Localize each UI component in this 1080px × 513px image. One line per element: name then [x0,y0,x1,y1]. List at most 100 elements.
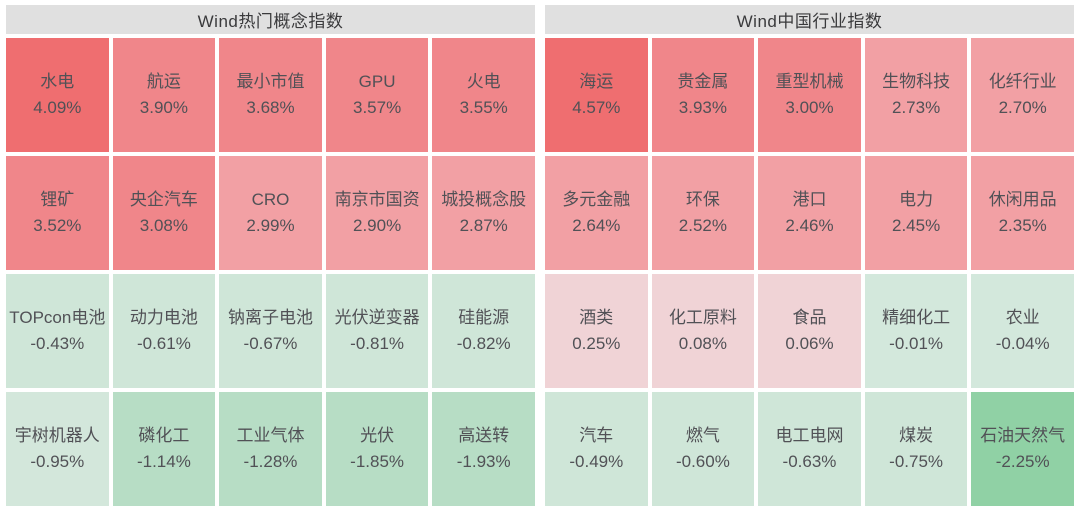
heatmap-cell[interactable]: 多元金融 2.64% [545,156,648,270]
heatmap-cell[interactable]: 光伏 -1.85% [325,392,429,506]
cell-label: 石油天然气 [980,426,1066,445]
cell-value: -1.93% [456,452,511,471]
cell-label: 宇树机器人 [14,426,100,445]
heatmap-cell[interactable]: 高送转 -1.93% [432,392,535,506]
heatmap-cell[interactable]: 重型机械 3.00% [758,38,861,152]
heatmap-cell[interactable]: 磷化工 -1.14% [112,392,216,506]
cell-value: 3.93% [678,98,727,117]
cell-label: 汽车 [579,426,614,445]
heatmap-grid-concept: 水电 4.09% 航运 3.90% 最小市值 3.68% GPU 3.57% 火电 3.55% 锂矿… [6,38,535,506]
cell-label: 光伏 [360,426,395,445]
panel-title-concept: Wind热门概念指数 [6,5,535,34]
heatmap-cell[interactable]: 贵金属 3.93% [651,38,755,152]
panel-industry-indices: Wind中国行业指数 海运 4.57% 贵金属 3.93% 重型机械 3.00% 生物科技 2… [545,5,1074,506]
cell-label: 南京市国资 [334,190,420,209]
heatmap-cell[interactable]: TOPcon电池 -0.43% [6,274,109,388]
cell-value: 2.90% [352,216,402,235]
heatmap-cell[interactable]: 动力电池 -0.61% [112,274,216,388]
heatmap-cell[interactable]: 海运 4.57% [545,38,648,152]
heatmap-cell[interactable]: GPU 3.57% [325,38,429,152]
cell-value: 2.45% [891,216,941,235]
cell-value: 2.46% [785,216,834,235]
heatmap-cell[interactable]: 航运 3.90% [112,38,216,152]
cell-value: 3.55% [459,98,508,117]
heatmap-cell[interactable]: CRO 2.99% [219,156,322,270]
cell-label: 城投概念股 [441,190,527,209]
cell-label: 多元金融 [562,190,631,209]
cell-value: -1.28% [243,452,298,471]
cell-label: 电工电网 [775,426,844,445]
cell-value: 3.52% [33,216,82,235]
cell-value: 4.09% [33,98,82,117]
heatmap-cell[interactable]: 光伏逆变器 -0.81% [325,274,429,388]
cell-value: -0.43% [30,334,85,353]
cell-label: 钠离子电池 [227,308,313,327]
heatmap-cell[interactable]: 火电 3.55% [432,38,535,152]
cell-label: 火电 [466,72,501,91]
heatmap-cell[interactable]: 农业 -0.04% [971,274,1074,388]
cell-value: -1.14% [136,452,191,471]
heatmap-cell[interactable]: 燃气 -0.60% [651,392,755,506]
heatmap-cell[interactable]: 钠离子电池 -0.67% [219,274,322,388]
cell-label: 农业 [1005,308,1040,327]
cell-label: 重型机械 [775,72,844,91]
heatmap-cell[interactable]: 化纤行业 2.70% [971,38,1074,152]
cell-label: 水电 [40,72,75,91]
cell-label: 最小市值 [236,72,305,91]
cell-label: 磷化工 [138,426,190,445]
heatmap-cell[interactable]: 工业气体 -1.28% [219,392,322,506]
cell-label: GPU [358,72,396,91]
cell-value: -0.67% [243,334,298,353]
cell-value: -0.61% [136,334,191,353]
panel-concept-indices: Wind热门概念指数 水电 4.09% 航运 3.90% 最小市值 3.68% GPU 3.5… [6,5,535,506]
cell-label: 动力电池 [129,308,198,327]
cell-label: 化纤行业 [988,72,1057,91]
cell-label: 工业气体 [236,426,305,445]
cell-label: 生物科技 [882,72,951,91]
cell-value: 2.35% [998,216,1047,235]
cell-value: 2.70% [998,98,1047,117]
heatmap-cell[interactable]: 港口 2.46% [758,156,861,270]
heatmap-cell[interactable]: 电力 2.45% [864,156,968,270]
cell-value: -0.82% [456,334,511,353]
cell-label: 海运 [579,72,614,91]
heatmap-cell[interactable]: 煤炭 -0.75% [864,392,968,506]
cell-value: 2.87% [459,216,508,235]
heatmap-cell[interactable]: 化工原料 0.08% [651,274,755,388]
cell-label: 光伏逆变器 [334,308,420,327]
heatmap-cell[interactable]: 汽车 -0.49% [545,392,648,506]
cell-value: 3.68% [246,98,295,117]
heatmap-cell[interactable]: 生物科技 2.73% [864,38,968,152]
cell-value: 2.64% [572,216,621,235]
cell-value: 2.52% [678,216,727,235]
heatmap-cell[interactable]: 水电 4.09% [6,38,109,152]
cell-value: 3.00% [785,98,834,117]
heatmap-cell[interactable]: 硅能源 -0.82% [432,274,535,388]
cell-label: 燃气 [685,426,720,445]
heatmap-cell[interactable]: 电工电网 -0.63% [758,392,861,506]
heatmap-cell[interactable]: 石油天然气 -2.25% [971,392,1074,506]
heatmap-cell[interactable]: 最小市值 3.68% [219,38,322,152]
cell-value: -0.75% [889,452,944,471]
heatmap-cell[interactable]: 休闲用品 2.35% [971,156,1074,270]
heatmap-cell[interactable]: 城投概念股 2.87% [432,156,535,270]
heatmap-cell[interactable]: 宇树机器人 -0.95% [6,392,109,506]
heatmap-cell[interactable]: 精细化工 -0.01% [864,274,968,388]
cell-value: 2.99% [246,216,295,235]
cell-value: -0.04% [995,334,1050,353]
heatmap-cell[interactable]: 南京市国资 2.90% [325,156,429,270]
heatmap-cell[interactable]: 锂矿 3.52% [6,156,109,270]
heatmap-cell[interactable]: 央企汽车 3.08% [112,156,216,270]
cell-value: 4.57% [572,98,621,117]
cell-value: -0.95% [30,452,85,471]
heatmap-cell[interactable]: 食品 0.06% [758,274,861,388]
heatmap-cell[interactable]: 酒类 0.25% [545,274,648,388]
cell-label: 锂矿 [40,190,75,209]
cell-value: -2.25% [995,452,1050,471]
cell-label: 贵金属 [677,72,729,91]
cell-value: 2.73% [891,98,941,117]
heatmap-cell[interactable]: 环保 2.52% [651,156,755,270]
cell-label: 硅能源 [458,308,510,327]
cell-label: 酒类 [579,308,614,327]
